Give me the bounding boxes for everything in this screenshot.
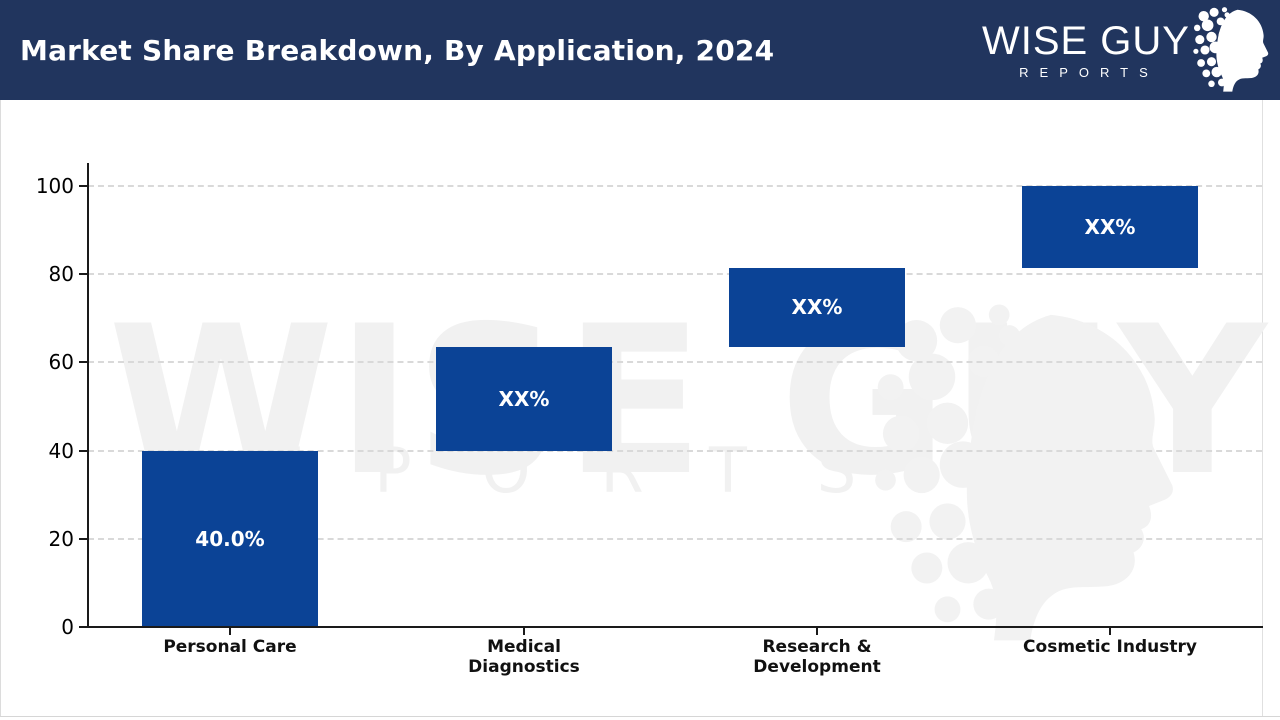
- gridline: [88, 537, 1262, 540]
- y-axis-line: [87, 163, 89, 628]
- bar-segment: XX%: [729, 267, 905, 347]
- bar-value-label: 40.0%: [195, 526, 265, 551]
- x-axis-label: Cosmetic Industry: [990, 637, 1230, 657]
- brand-subtitle: REPORTS: [1019, 65, 1159, 80]
- x-axis-label: Research & Development: [697, 637, 937, 677]
- y-tick-mark: [79, 273, 88, 276]
- x-axis-label-line: Diagnostics: [468, 657, 580, 677]
- y-tick-mark: [79, 361, 88, 364]
- y-tick-label: 60: [48, 350, 74, 375]
- chart-title: Market Share Breakdown, By Application, …: [20, 33, 775, 67]
- x-axis-label: Medical Diagnostics: [404, 637, 644, 677]
- chart-area: WISE GUY REPORTS 0 20 40 60 80 100 40.0% XX% XX%…: [0, 100, 1280, 716]
- brand-wordmark: WISE GUY REPORTS: [982, 21, 1190, 79]
- brand-logo: WISE GUY REPORTS: [982, 4, 1270, 96]
- bar-value-label: XX%: [791, 295, 843, 320]
- x-axis-line: [87, 626, 1263, 628]
- y-tick-mark: [79, 449, 88, 452]
- bar-segment: XX%: [436, 346, 612, 451]
- gridline: [88, 185, 1262, 187]
- x-tick-mark: [523, 627, 525, 635]
- x-axis-label: Personal Care: [110, 637, 350, 657]
- y-tick-label: 40: [48, 438, 74, 463]
- gridline: [88, 361, 1262, 364]
- y-tick-label: 20: [48, 526, 74, 551]
- x-tick-mark: [229, 627, 231, 635]
- figure-left-border: [0, 100, 1, 716]
- y-tick-label: 100: [35, 174, 74, 198]
- y-tick-label: 0: [61, 615, 74, 639]
- bar-segment: 40.0%: [142, 450, 318, 627]
- bar-value-label: XX%: [1084, 214, 1136, 239]
- y-tick-label: 80: [48, 262, 74, 287]
- x-axis-label-line: Cosmetic Industry: [1023, 637, 1197, 657]
- brand-name: WISE GUY: [981, 19, 1190, 63]
- gridline: [88, 449, 1262, 452]
- x-tick-mark: [816, 627, 818, 635]
- y-tick-mark: [79, 537, 88, 540]
- x-tick-mark: [1109, 627, 1111, 635]
- x-axis-label-line: Personal Care: [163, 637, 297, 657]
- bar-segment: XX%: [1022, 186, 1198, 268]
- x-axis-label-line: Research &: [762, 637, 872, 657]
- footer-divider: [0, 716, 1280, 717]
- x-axis-label-line: Medical: [487, 637, 561, 657]
- figure-right-border: [1262, 100, 1263, 716]
- bar-value-label: XX%: [498, 386, 550, 411]
- y-tick-mark: [79, 185, 88, 187]
- x-axis-label-line: Development: [753, 657, 881, 677]
- y-tick-mark: [79, 626, 88, 628]
- header-bar: Market Share Breakdown, By Application, …: [0, 0, 1280, 100]
- gridline: [88, 273, 1262, 276]
